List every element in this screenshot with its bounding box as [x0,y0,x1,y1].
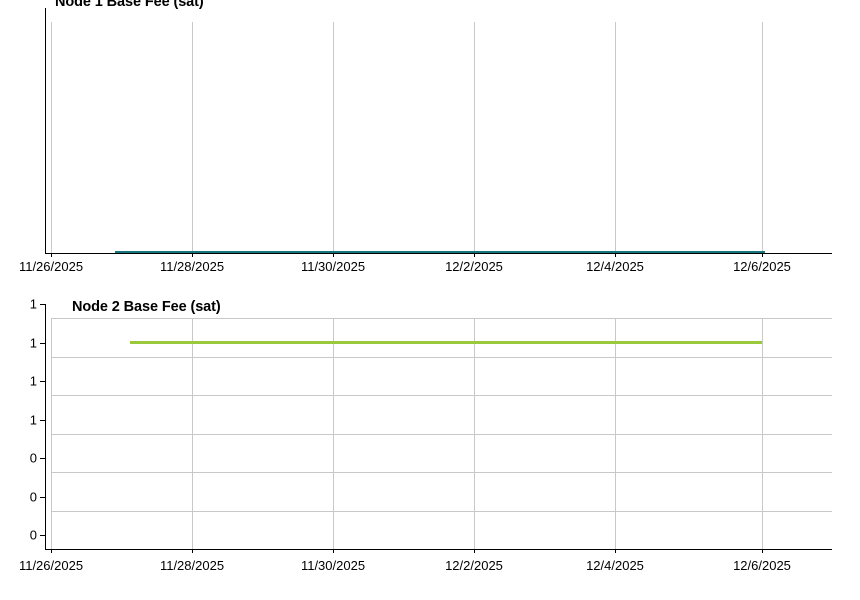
plot-area-node2 [40,304,832,553]
x-tick-mark [762,253,763,257]
y-tick-mark [40,304,45,306]
chart-title-node2: Node 2 Base Fee (sat) [72,299,221,315]
x-axis-label: 12/2/2025 [445,259,503,274]
x-tick-mark [615,549,616,553]
gridline-vertical [51,318,52,549]
y-axis-label: 0 [29,450,37,466]
gridline-horizontal [51,318,832,319]
y-tick-mark [40,496,45,498]
x-axis-label: 11/26/2025 [18,558,84,573]
x-tick-mark [474,549,475,553]
gridline-vertical [474,22,475,254]
x-tick-mark [615,253,616,257]
x-axis-line-node2 [45,549,832,551]
gridline-vertical [762,22,763,254]
gridline-vertical [51,22,52,254]
series-line-node2 [130,341,762,345]
gridline-vertical [333,318,334,549]
gridline-vertical [615,318,616,549]
plot-area-node1 [45,8,832,257]
gridline-vertical [192,318,193,549]
x-tick-mark [474,253,475,257]
x-tick-mark [762,549,763,553]
gridline-vertical [615,22,616,254]
y-axis-label: 0 [29,489,37,504]
gridline-vertical [333,22,334,254]
y-tick-mark [40,342,45,344]
y-axis-line-node1 [45,8,47,254]
x-axis-label: 11/28/2025 [159,558,225,573]
gridline-horizontal [51,510,832,512]
x-tick-mark [192,253,193,257]
x-axis-label: 11/30/2025 [300,558,366,573]
gridline-vertical [192,22,193,254]
x-axis-label: 12/4/2025 [586,558,644,573]
chart-title-node1: Node 1 Base Fee (sat) [55,0,204,10]
x-tick-mark [192,549,193,553]
y-tick-mark [40,535,45,537]
y-axis-line-node2 [45,304,47,549]
x-tick-mark [51,253,52,257]
y-axis-label: 1 [29,335,37,350]
x-axis-label: 11/26/2025 [18,259,84,274]
x-axis-label: 12/4/2025 [586,259,644,274]
x-tick-mark [333,549,334,553]
x-axis-label: 12/6/2025 [733,558,791,573]
gridline-horizontal [51,356,832,358]
y-axis-label: 1 [29,373,37,389]
series-line-node1 [115,251,765,254]
gridline-vertical [762,318,763,549]
y-axis-label: 1 [29,296,37,312]
x-axis-line-node1 [45,253,832,255]
x-tick-mark [333,253,334,257]
gridline-horizontal [51,433,832,435]
gridline-horizontal [51,395,832,396]
x-axis-label: 12/2/2025 [445,558,503,573]
y-axis-label: 1 [29,412,37,427]
y-tick-mark [40,419,45,421]
gridline-horizontal [51,472,832,473]
x-tick-mark [51,549,52,553]
chart-panel-node1: Node 1 Base Fee (sat) 11/26/2025 11/28 [0,0,860,285]
y-axis-label: 0 [29,527,37,543]
gridline-vertical [474,318,475,549]
y-tick-mark [40,458,45,460]
x-axis-label: 12/6/2025 [733,259,791,274]
x-axis-label: 11/30/2025 [300,259,366,274]
y-tick-mark [40,381,45,383]
chart-panel-node2: Node 2 Base Fee (sat) [0,285,860,600]
x-axis-label: 11/28/2025 [159,259,225,274]
